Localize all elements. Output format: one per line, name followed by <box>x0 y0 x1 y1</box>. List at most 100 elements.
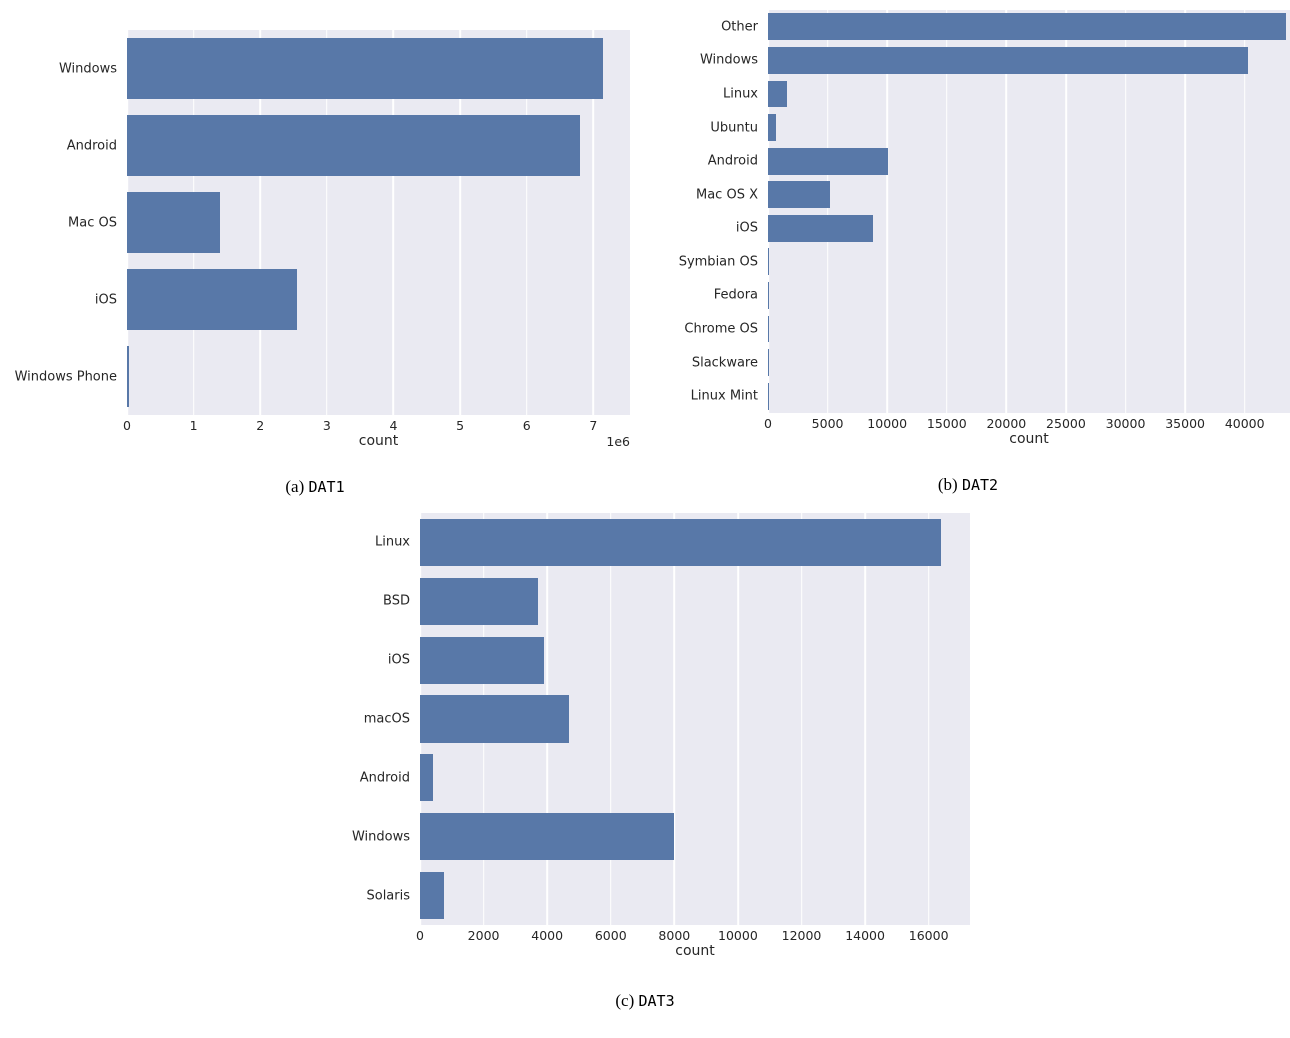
x-tick-label: 7 <box>589 418 598 433</box>
category-label: BSD <box>383 593 410 609</box>
x-tick-label: 16000 <box>908 928 949 943</box>
gridline <box>864 513 866 925</box>
x-tick-label: 35000 <box>1165 416 1205 431</box>
caption-prefix: (c) <box>615 991 635 1010</box>
x-axis-title-row: count <box>420 943 970 965</box>
caption-dat3: (c) DAT3 <box>320 991 970 1011</box>
bar-linux <box>420 518 942 566</box>
bar-mac-os-x <box>768 181 830 209</box>
x-tick-label: 14000 <box>845 928 885 943</box>
x-tick-label: 15000 <box>926 416 967 431</box>
bar-windows <box>768 46 1249 74</box>
gridline <box>259 30 262 415</box>
bar-windows <box>127 37 604 100</box>
category-label: iOS <box>387 652 410 668</box>
chart-dat3: Linux BSD iOS macOS Android Windows Solaris 0 2… <box>320 513 970 1011</box>
x-tick-label: 10000 <box>867 416 908 431</box>
caption-dat2: (b) DAT2 <box>646 475 1290 495</box>
x-tick-label: 0 <box>123 418 131 433</box>
category-label: Linux <box>722 86 758 102</box>
gridline <box>1243 10 1246 413</box>
plot-wrap: 0 1 2 3 4 5 6 7 count 1e6 <box>123 30 630 455</box>
caption-prefix: (b) <box>937 475 958 494</box>
gridline <box>1065 10 1067 413</box>
category-label: Linux <box>374 534 410 550</box>
x-tick-label: 4 <box>389 418 398 433</box>
x-tick-label: 3 <box>322 418 331 433</box>
bar-solaris <box>420 872 445 920</box>
gridline <box>525 30 528 415</box>
x-tick-label: 0 <box>416 928 424 943</box>
gridline <box>1005 10 1008 413</box>
caption-prefix: (a) <box>285 477 305 496</box>
chart-body: Other Windows Linux Ubuntu Android Mac OS X iO… <box>646 10 1290 453</box>
bar-slackware <box>768 349 769 377</box>
x-tick-label: 8000 <box>658 928 691 943</box>
bar-linux <box>768 80 788 108</box>
x-tick-label: 6000 <box>594 928 627 943</box>
category-label: iOS <box>735 220 758 236</box>
gridline <box>673 513 676 925</box>
bar-mac-os <box>127 191 221 254</box>
gridline <box>392 30 395 415</box>
gridline <box>945 10 948 413</box>
bar-ubuntu <box>768 114 776 141</box>
gridline <box>1184 10 1186 413</box>
bar-windows <box>420 813 675 861</box>
bar-ios <box>768 214 873 242</box>
x-axis-title-row: count 1e6 <box>127 433 630 455</box>
x-axis-title-row: count <box>768 431 1290 453</box>
y-axis-labels: Other Windows Linux Ubuntu Android Mac OS X iO… <box>646 10 768 413</box>
plot-area <box>768 10 1290 413</box>
category-label: Slackware <box>691 355 758 371</box>
gridline <box>768 10 769 413</box>
bar-android <box>420 754 433 802</box>
y-axis-labels: Linux BSD iOS macOS Android Windows Solaris <box>320 513 420 925</box>
gridline <box>927 513 930 925</box>
caption-name: DAT3 <box>638 992 675 1010</box>
category-label: macOS <box>363 711 410 727</box>
x-axis: 0 5000 10000 15000 20000 25000 30000 35000 40000 <box>764 413 1290 431</box>
gridline <box>609 513 612 925</box>
bar-bsd <box>420 577 538 625</box>
x-axis-title: count <box>358 433 399 449</box>
gridline <box>737 513 739 925</box>
x-tick-label: 1 <box>189 418 198 433</box>
category-label: Chrome OS <box>684 321 758 337</box>
bar-ios <box>127 268 297 331</box>
y-axis-labels: Windows Android Mac OS iOS Windows Phone <box>0 30 127 415</box>
x-tick-label: 5000 <box>811 416 844 431</box>
chart-body: Linux BSD iOS macOS Android Windows Solaris 0 2… <box>320 513 970 965</box>
x-axis: 0 2000 4000 6000 8000 10000 12000 14000 16000 <box>416 925 970 943</box>
category-label: Android <box>707 153 758 169</box>
category-label: Fedora <box>713 287 758 303</box>
bar-windows-phone <box>127 345 129 408</box>
bar-linux-mint <box>768 382 769 410</box>
x-axis-title: count <box>1009 431 1049 447</box>
gridline <box>459 30 461 415</box>
bar-other <box>768 13 1287 41</box>
bar-symbian-os <box>768 248 770 276</box>
plot-wrap: 0 2000 4000 6000 8000 10000 12000 14000 16000 co… <box>416 513 970 965</box>
bar-android <box>768 147 889 175</box>
gridline <box>592 30 595 415</box>
category-label: Android <box>359 770 410 786</box>
category-label: Mac OS <box>68 215 117 230</box>
gridline <box>326 30 328 415</box>
top-row: Windows Android Mac OS iOS Windows Phone 0 1 2… <box>0 0 1290 497</box>
plot-wrap: 0 5000 10000 15000 20000 25000 30000 35000 40000… <box>764 10 1290 453</box>
category-label: Mac OS X <box>696 187 758 203</box>
plot-area <box>420 513 970 925</box>
x-tick-label: 10000 <box>718 928 758 943</box>
x-tick-label: 5 <box>456 418 465 433</box>
category-label: Ubuntu <box>710 120 758 136</box>
x-tick-label: 25000 <box>1046 416 1086 431</box>
bottom-row: Linux BSD iOS macOS Android Windows Solaris 0 2… <box>0 497 1290 1011</box>
bar-ios <box>420 636 544 684</box>
chart-dat1: Windows Android Mac OS iOS Windows Phone 0 1 2… <box>0 30 630 497</box>
category-label: Windows <box>699 52 758 68</box>
x-tick-label: 20000 <box>986 416 1027 431</box>
caption-name: DAT2 <box>961 476 999 494</box>
x-tick-label: 0 <box>764 416 772 431</box>
gridline <box>886 10 888 413</box>
